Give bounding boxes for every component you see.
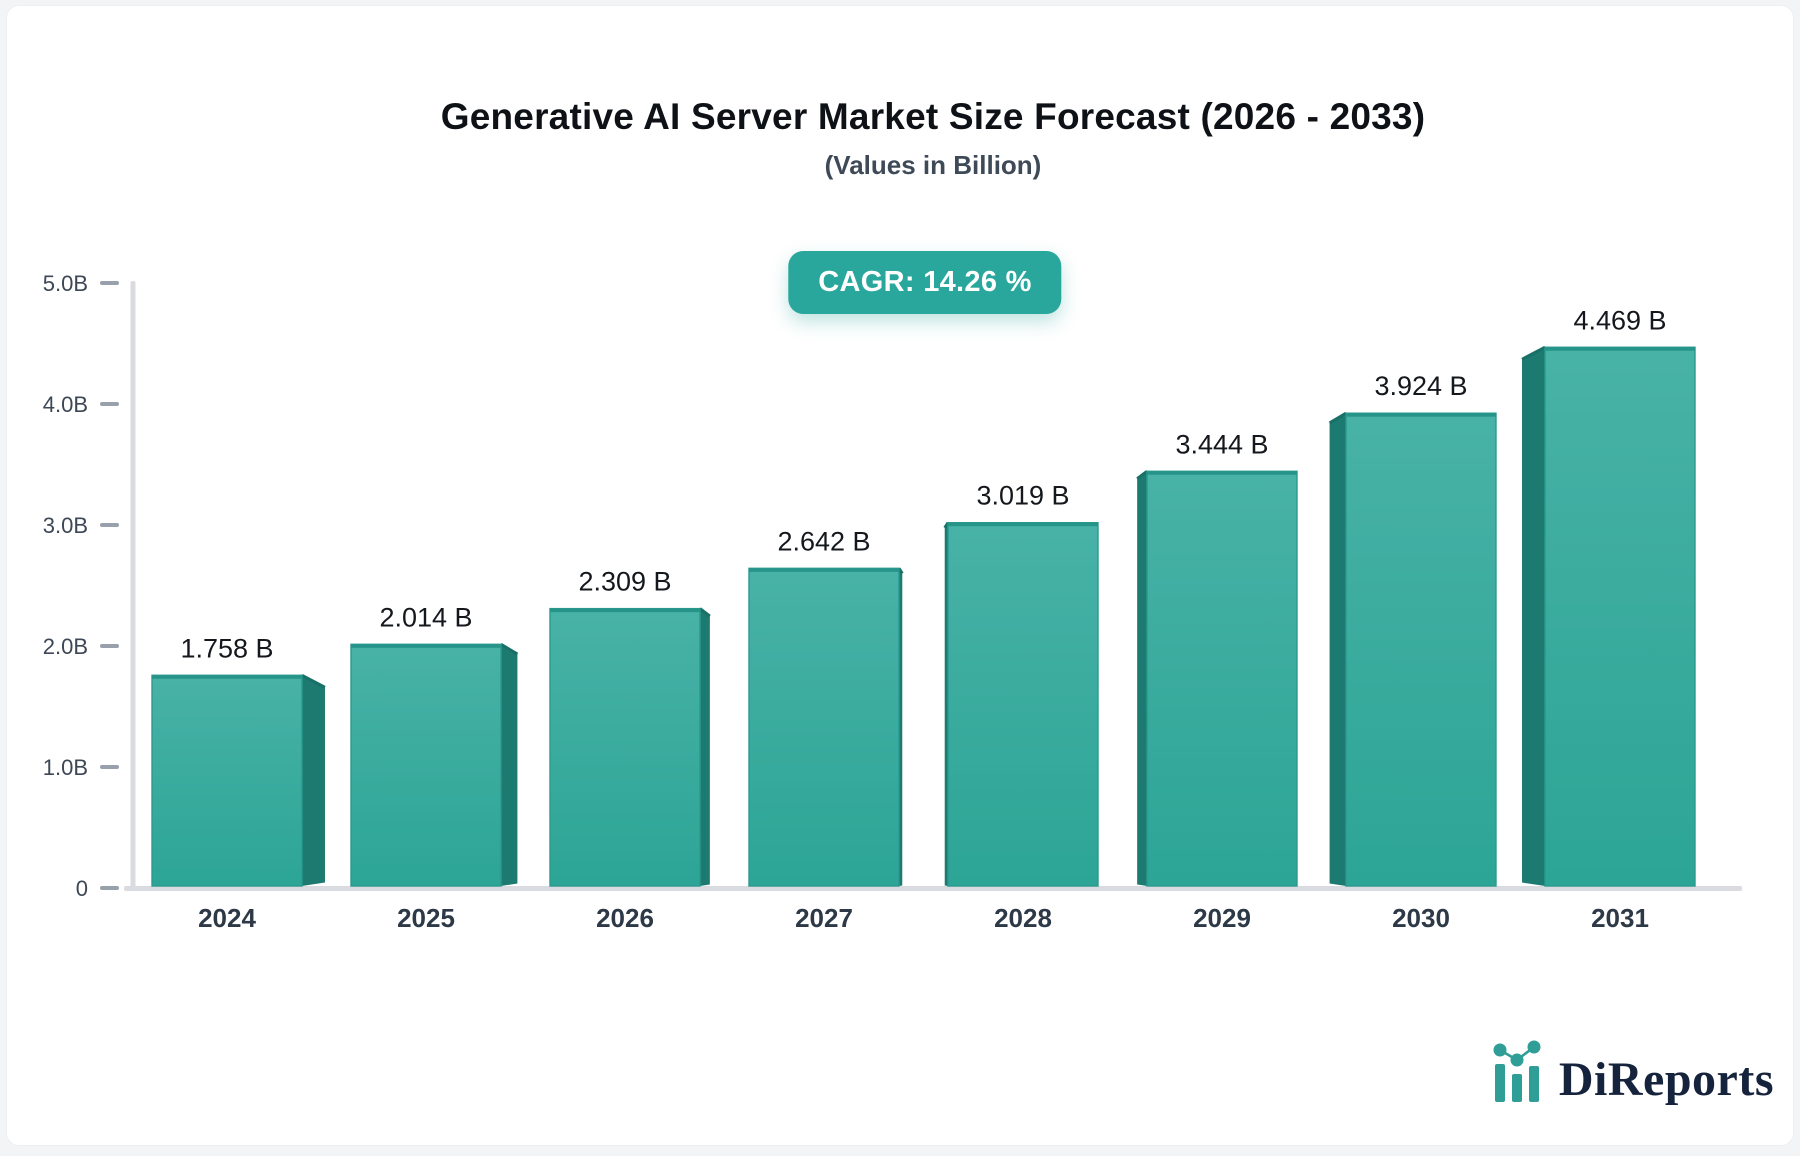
bar-value-label: 2.014 B [379, 602, 472, 632]
bar-value-label: 4.469 B [1573, 305, 1666, 335]
bar-side-face [899, 568, 903, 886]
bar-face [350, 643, 502, 887]
bar-face [1146, 470, 1298, 887]
bar-side-face [700, 608, 710, 886]
bar-face [549, 607, 701, 887]
bar-2027 [748, 567, 904, 887]
bar-top-edge [1545, 347, 1695, 351]
bar-value-label: 2.642 B [777, 526, 870, 556]
bar-2025 [350, 643, 519, 887]
bar-2028 [943, 521, 1099, 887]
bar-side-face [501, 644, 518, 886]
chart-subtitle: (Values in Billion) [824, 150, 1042, 180]
bar-2024 [151, 673, 326, 887]
bar-side-face [1522, 347, 1545, 887]
x-tick-label: 2029 [1193, 903, 1251, 933]
y-tick-mark [100, 765, 119, 769]
bar-top-edge [152, 675, 302, 679]
y-tick-mark [100, 281, 119, 285]
bar-side-top-edge [1136, 470, 1148, 480]
bar-top-edge [1147, 471, 1297, 475]
bar-face [947, 522, 1099, 887]
bar-face [1544, 346, 1696, 887]
bar-side-face [1329, 413, 1346, 886]
bar-side-top-edge [1328, 411, 1347, 425]
y-tick-label: 3.0B [43, 513, 88, 538]
bar-2030 [1328, 411, 1497, 887]
bar-face [151, 674, 303, 887]
y-tick-mark [100, 402, 119, 406]
y-tick-mark [100, 644, 119, 648]
bar-2026 [549, 607, 711, 887]
x-axis-line [124, 886, 1742, 891]
x-tick-label: 2027 [795, 903, 853, 933]
bar-face [1345, 412, 1497, 887]
bar-value-label: 3.924 B [1374, 371, 1467, 401]
y-tick-label: 5.0B [43, 271, 88, 296]
bar-top-edge [1346, 413, 1496, 417]
bar-face [748, 567, 900, 887]
bar-side-face [302, 675, 325, 886]
cagr-badge: CAGR: 14.26 % [788, 251, 1062, 314]
brand-logo: DiReports [1491, 1038, 1774, 1104]
brand-name: DiReports [1558, 1053, 1774, 1106]
bar-value-label: 3.444 B [1175, 429, 1268, 459]
bar-2031 [1521, 345, 1696, 887]
y-tick-mark [100, 886, 119, 890]
y-tick-label: 0 [76, 876, 88, 901]
bar-top-edge [749, 568, 899, 572]
bar-side-top-edge [699, 607, 711, 618]
y-axis-line [130, 281, 136, 891]
x-tick-label: 2030 [1392, 903, 1450, 933]
y-tick-label: 1.0B [43, 755, 88, 780]
bar-side-top-edge [301, 673, 326, 689]
y-tick-label: 2.0B [43, 634, 88, 659]
x-tick-label: 2025 [397, 903, 455, 933]
bar-side-top-edge [1521, 345, 1546, 361]
bar-value-label: 1.758 B [180, 633, 273, 663]
mini-bar-chart-logo-icon [1493, 1040, 1541, 1102]
y-tick-mark [100, 523, 119, 527]
bar-side-face [1137, 471, 1147, 886]
x-tick-label: 2026 [596, 903, 654, 933]
bar-top-edge [948, 522, 1098, 527]
bar-side-top-edge [500, 643, 519, 656]
bar-top-edge [351, 644, 501, 648]
x-tick-label: 2024 [198, 903, 256, 933]
bar-side-face [944, 522, 948, 886]
bar-top-edge [550, 608, 700, 613]
y-tick-label: 4.0B [43, 392, 88, 417]
page-title: Generative AI Server Market Size Forecas… [440, 96, 1426, 137]
bar-value-label: 2.309 B [578, 567, 671, 597]
bar-2029 [1136, 470, 1298, 887]
bar-value-label: 3.019 B [976, 481, 1069, 511]
x-tick-label: 2028 [994, 903, 1052, 933]
x-tick-label: 2031 [1591, 903, 1649, 933]
